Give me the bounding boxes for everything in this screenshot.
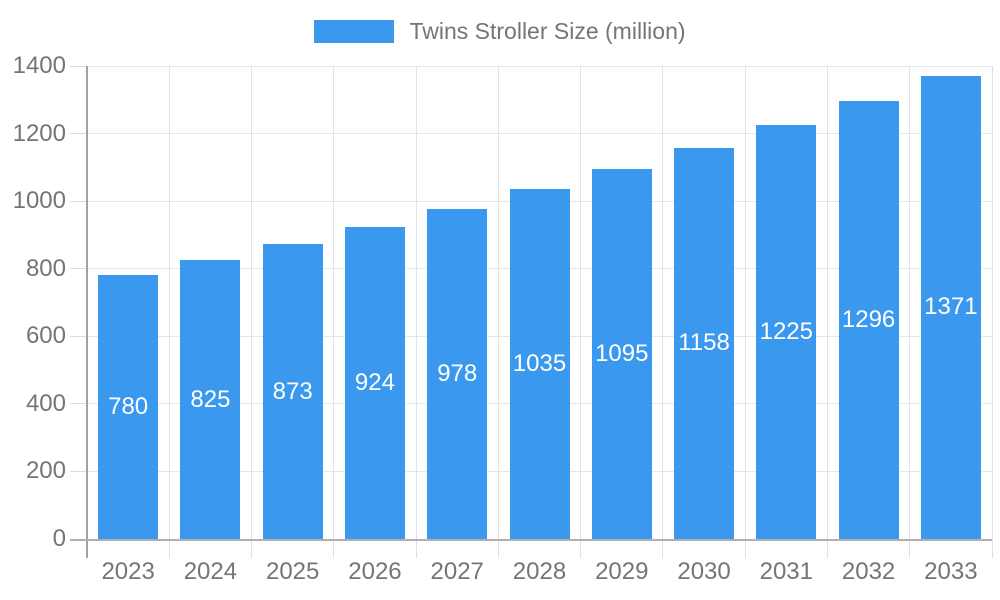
bar-value-label: 1158 — [678, 329, 730, 357]
gridline-vertical — [251, 66, 253, 558]
y-axis-label: 1200 — [12, 119, 66, 147]
y-axis-label: 0 — [52, 525, 66, 552]
y-axis-label: 600 — [25, 322, 66, 350]
bar[interactable] — [756, 125, 817, 539]
y-axis-tick — [70, 470, 87, 472]
gridline-vertical — [415, 66, 417, 558]
y-axis-tick — [70, 335, 87, 337]
x-axis-label: 2031 — [759, 558, 813, 585]
bar[interactable] — [344, 226, 405, 539]
bar[interactable] — [920, 75, 981, 539]
x-axis-label: 2024 — [183, 558, 238, 585]
gridline-vertical — [744, 66, 746, 558]
x-axis-label: 2028 — [512, 558, 567, 585]
x-axis-label: 2027 — [430, 558, 484, 585]
x-axis-label: 2033 — [924, 558, 978, 585]
bar[interactable] — [838, 101, 899, 539]
y-axis-tick — [70, 268, 87, 270]
bar[interactable] — [180, 260, 241, 539]
bar-value-label: 1095 — [595, 340, 649, 368]
legend[interactable]: Twins Stroller Size (million) — [0, 18, 1000, 45]
bar[interactable] — [509, 189, 570, 539]
y-axis-tick — [70, 133, 87, 135]
bar-value-label: 1296 — [841, 306, 896, 334]
y-axis-label: 1000 — [12, 187, 66, 215]
y-axis-tick — [70, 200, 87, 202]
bar[interactable] — [98, 275, 159, 539]
bar-value-label: 1371 — [924, 293, 978, 321]
x-axis-line — [70, 539, 992, 541]
gridline-vertical — [168, 66, 170, 558]
y-axis-tick — [70, 403, 87, 405]
bar-value-label: 1225 — [759, 318, 813, 346]
bar-value-label: 873 — [272, 377, 313, 405]
legend-label: Twins Stroller Size (million) — [409, 18, 686, 44]
gridline-horizontal — [87, 133, 992, 135]
gridline-vertical — [580, 66, 582, 558]
x-axis-label: 2032 — [841, 558, 896, 585]
bar[interactable] — [427, 208, 488, 539]
bar-value-label: 780 — [108, 393, 149, 421]
y-axis-line — [86, 66, 88, 558]
y-axis-tick — [70, 65, 87, 67]
bar-value-label: 924 — [354, 368, 395, 396]
gridline-vertical — [909, 66, 911, 558]
x-axis-label: 2023 — [101, 558, 155, 585]
gridline-vertical — [662, 66, 664, 558]
gridline-vertical — [497, 66, 499, 558]
legend-swatch — [314, 20, 395, 43]
bar[interactable] — [591, 169, 652, 539]
y-axis-label: 200 — [25, 457, 66, 485]
bar[interactable] — [674, 147, 735, 539]
bar-value-label: 825 — [190, 385, 231, 413]
y-axis-label: 800 — [25, 254, 66, 282]
gridline-vertical — [991, 66, 993, 558]
x-axis-label: 2025 — [265, 558, 320, 585]
y-axis-label: 1400 — [12, 52, 66, 79]
bar-value-label: 978 — [437, 359, 478, 387]
x-axis-label: 2026 — [348, 558, 402, 585]
x-axis-label: 2029 — [595, 558, 649, 585]
x-axis-label: 2030 — [677, 558, 731, 585]
bar[interactable] — [262, 244, 323, 539]
bar-value-label: 1035 — [512, 350, 567, 378]
gridline-vertical — [333, 66, 335, 558]
gridline-horizontal — [87, 65, 992, 67]
gridline-vertical — [826, 66, 828, 558]
y-axis-label: 400 — [25, 389, 66, 417]
